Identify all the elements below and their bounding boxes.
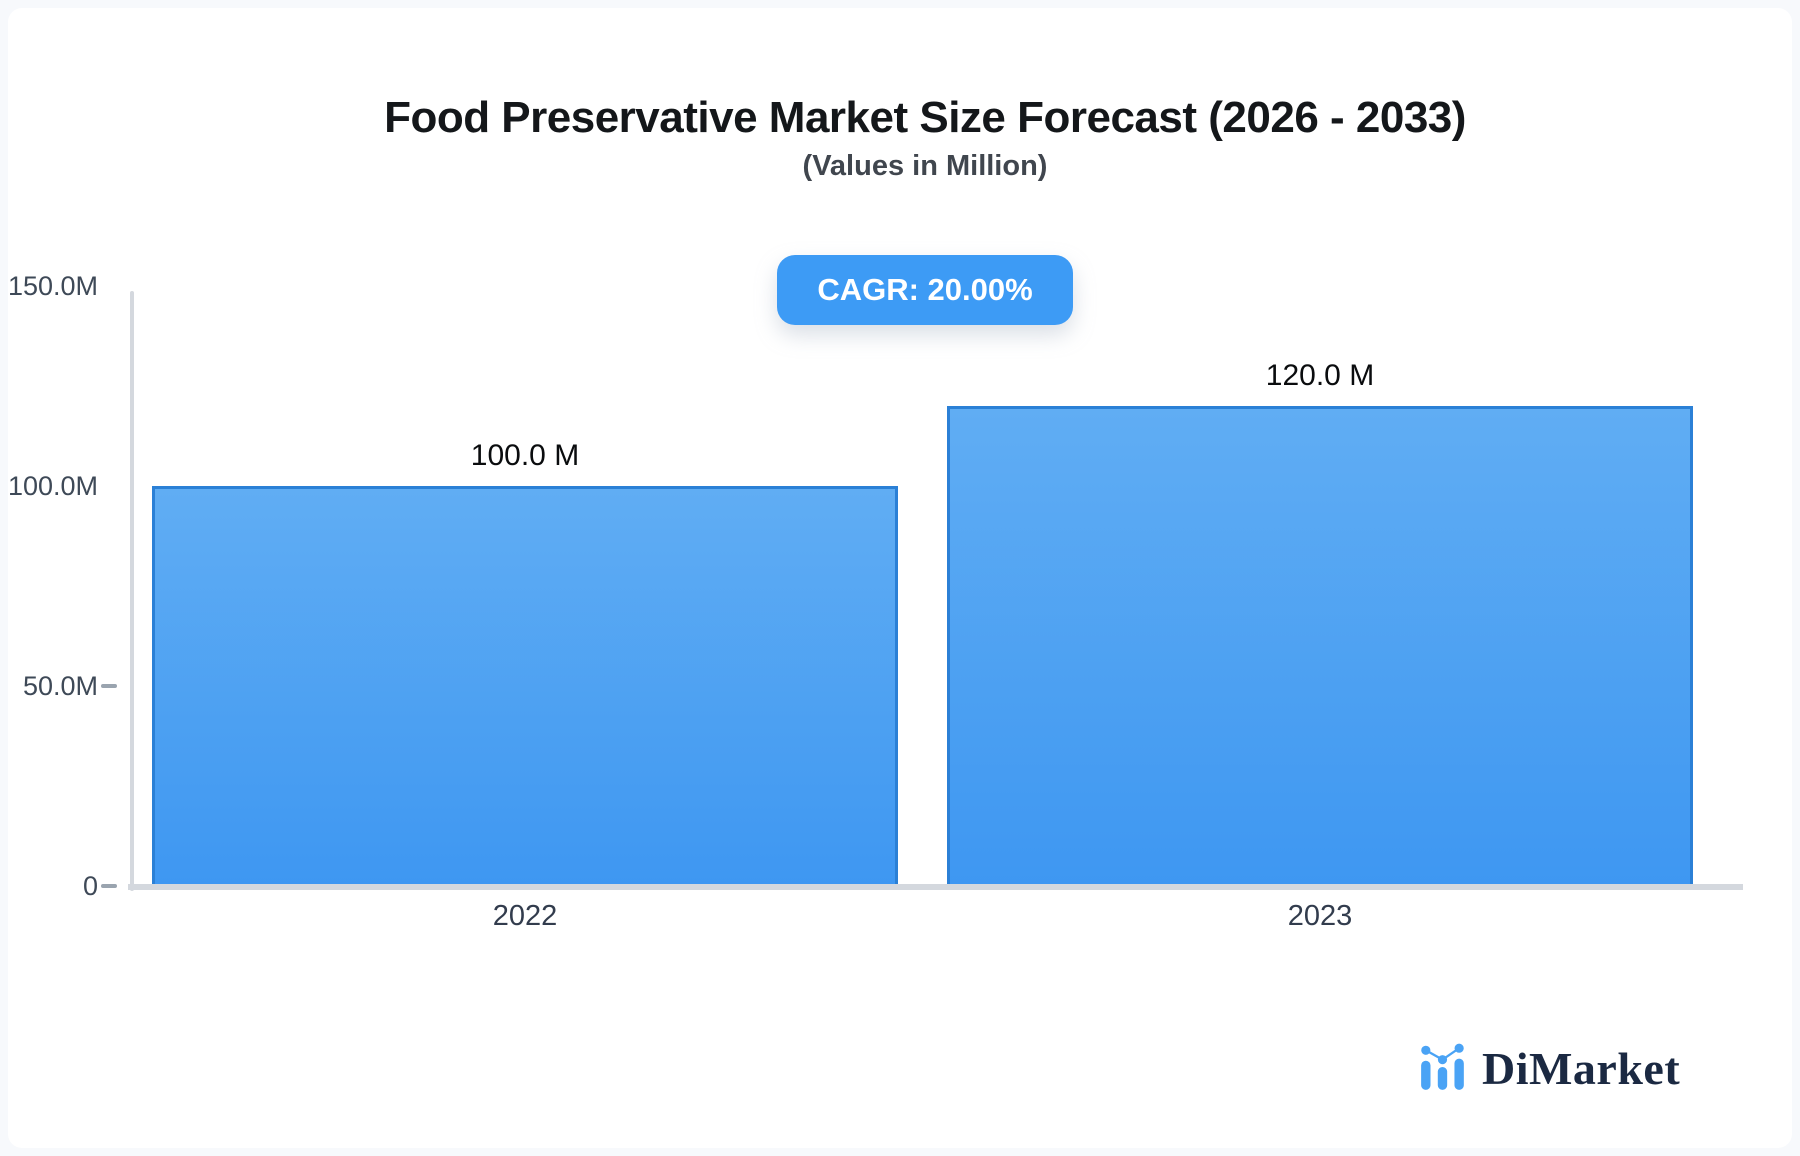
bar-2023 — [947, 406, 1693, 886]
bar-chart-sparkline-icon — [1421, 1043, 1464, 1090]
bar-2022 — [152, 486, 898, 886]
y-axis-tick-label: 100.0M — [7, 471, 98, 501]
y-axis-tick-label: 0 — [82, 871, 98, 901]
x-axis-tick-label: 2022 — [492, 900, 558, 932]
bar-value-label: 120.0 M — [1265, 359, 1375, 392]
chart-card: Food Preservative Market Size Forecast (… — [8, 8, 1792, 1148]
x-axis-line — [128, 884, 1743, 890]
chart-subtitle: (Values in Million) — [802, 150, 1048, 182]
y-axis-tick-mark — [101, 884, 117, 888]
x-axis-tick-label: 2023 — [1287, 900, 1353, 932]
y-axis-tick-label: 150.0M — [7, 271, 98, 301]
chart-title: Food Preservative Market Size Forecast (… — [384, 93, 1466, 142]
logo-text: DiMarket — [1482, 1042, 1681, 1094]
brand-logo: DiMarket — [1418, 1040, 1680, 1096]
y-axis-tick-mark — [101, 684, 117, 688]
cagr-badge: CAGR: 20.00% — [777, 255, 1073, 325]
bar-value-label: 100.0 M — [470, 439, 580, 472]
y-axis-tick-label: 50.0M — [22, 671, 98, 701]
y-axis-line — [130, 291, 134, 891]
